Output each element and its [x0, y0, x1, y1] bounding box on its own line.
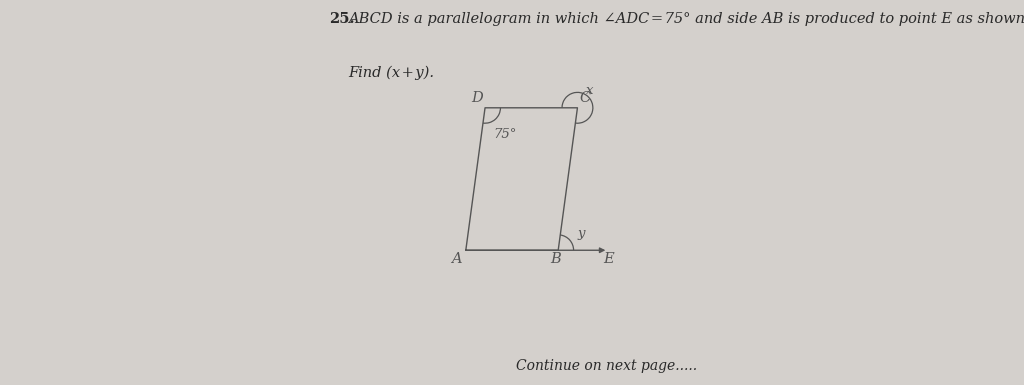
Text: 75°: 75° — [494, 128, 516, 141]
Text: Find (x + y).: Find (x + y). — [348, 65, 434, 80]
Text: ABCD is a parallelogram in which ∠ADC = 75° and side AB is produced to point E a: ABCD is a parallelogram in which ∠ADC = … — [348, 12, 1024, 25]
Text: E: E — [603, 252, 613, 266]
Text: Continue on next page.....: Continue on next page..... — [516, 360, 696, 373]
Text: C: C — [580, 91, 591, 105]
Text: y: y — [578, 227, 585, 240]
Text: B: B — [550, 252, 561, 266]
Text: x: x — [587, 84, 594, 97]
Text: A: A — [451, 252, 462, 266]
Text: 25.: 25. — [329, 12, 354, 25]
Text: D: D — [471, 91, 483, 105]
